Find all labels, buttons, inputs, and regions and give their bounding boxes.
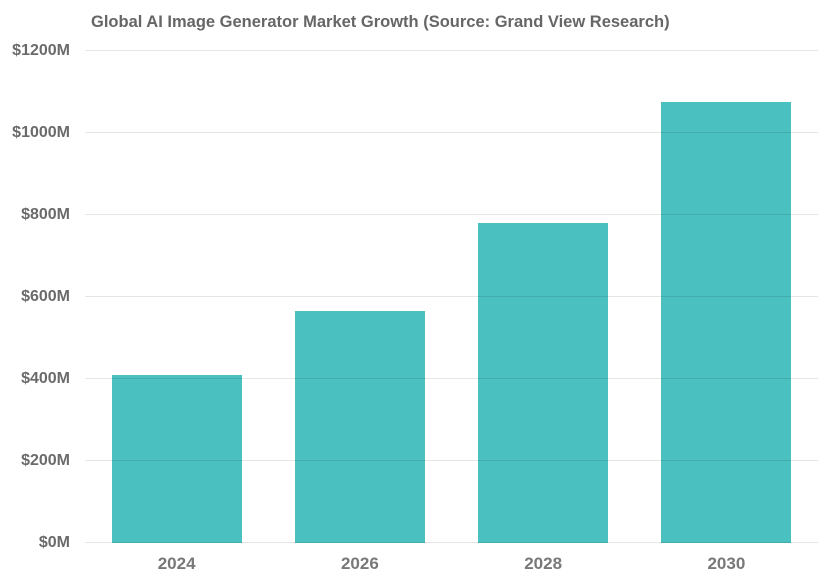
bar-slot-2028 xyxy=(452,51,635,543)
y-tick-label-$600M: $600M xyxy=(21,288,70,305)
bar-slot-2024 xyxy=(85,51,268,543)
y-tick-label-$0M: $0M xyxy=(38,534,70,551)
bar-2028[interactable] xyxy=(478,223,609,543)
x-tick-label-2028: 2028 xyxy=(524,554,563,573)
y-tick-label-$200M: $200M xyxy=(21,452,70,469)
y-axis: $0M $200M $400M $600M $800M $1000M $1200M xyxy=(0,43,70,551)
y-tick-label-$1000M: $1000M xyxy=(12,124,70,141)
bar-slot-2026 xyxy=(268,51,451,543)
y-tick-label-$400M: $400M xyxy=(21,370,70,387)
y-tick-label-$800M: $800M xyxy=(21,206,70,223)
x-tick-label-2024: 2024 xyxy=(157,554,196,573)
x-tick-label-2030: 2030 xyxy=(707,554,746,573)
bar-2030[interactable] xyxy=(661,102,792,543)
plot-area xyxy=(85,50,818,543)
bars-layer xyxy=(85,51,818,543)
x-tick-label-2026: 2026 xyxy=(340,554,379,573)
x-axis: 2024 2026 2028 2030 xyxy=(85,553,818,575)
y-tick-label-$1200M: $1200M xyxy=(12,42,70,59)
bar-slot-2030 xyxy=(635,51,818,543)
bar-2024[interactable] xyxy=(111,374,242,543)
chart-title: Global AI Image Generator Market Growth … xyxy=(91,13,670,31)
bar-2026[interactable] xyxy=(294,311,425,543)
